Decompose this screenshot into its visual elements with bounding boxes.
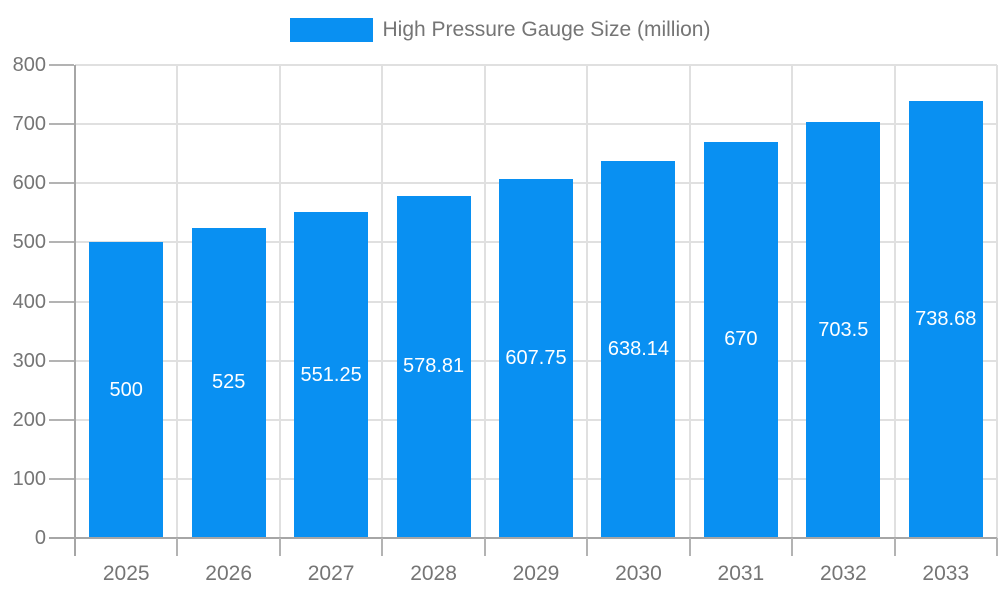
bar-value-label: 500 [109,378,143,401]
y-axis-tick [49,418,74,421]
gridline-vertical [381,65,384,538]
y-axis-label: 400 [12,290,46,313]
bar[interactable]: 670 [703,141,778,538]
y-axis-tick [49,123,74,126]
gridline-horizontal [75,64,997,66]
gridline-vertical [176,65,179,538]
y-axis-label: 300 [12,349,46,372]
bar[interactable]: 703.5 [806,122,881,538]
y-axis-tick [49,359,74,362]
y-axis-tick [49,182,74,185]
bar-value-label: 738.68 [915,308,977,331]
bar[interactable]: 525 [191,227,266,538]
x-axis-tick [688,538,691,556]
bar[interactable]: 638.14 [601,160,676,538]
gridline-vertical [688,65,691,538]
gridline-vertical [893,65,896,538]
x-axis-label: 2026 [205,562,253,585]
x-axis-line [49,537,997,539]
bar[interactable]: 500 [89,242,164,538]
gridline-vertical [586,65,589,538]
y-axis-tick [49,64,74,66]
x-axis-tick [176,538,179,556]
x-axis-tick [791,538,794,556]
x-axis-label: 2033 [922,562,970,585]
y-axis-label: 0 [34,527,46,549]
bar-value-label: 670 [724,328,758,351]
y-axis-label: 500 [12,231,46,254]
x-axis-label: 2031 [717,562,765,585]
y-axis-label: 200 [12,408,46,431]
bar-value-label: 703.5 [818,318,869,341]
gridline-vertical [278,65,281,538]
y-axis-label: 600 [12,172,46,195]
gridline-vertical [791,65,794,538]
legend-swatch [289,18,373,42]
x-axis-label: 2029 [512,562,560,585]
gridline-vertical [483,65,486,538]
legend-label: High Pressure Gauge Size (million) [382,18,711,41]
bar[interactable]: 607.75 [499,178,573,538]
x-axis-label: 2032 [819,562,867,585]
x-axis-tick [996,538,998,556]
gridline-horizontal [75,123,997,126]
bar-value-label: 551.25 [300,363,362,386]
bar-value-label: 525 [211,371,246,394]
bar[interactable]: 738.68 [908,101,983,538]
bar-value-label: 607.75 [505,346,567,369]
x-axis-label: 2025 [102,562,150,585]
x-axis-tick [483,538,486,556]
y-axis-label: 700 [12,113,46,136]
x-axis-label: 2028 [410,562,457,585]
bar-value-label: 638.14 [607,337,670,360]
y-axis-tick [49,241,74,244]
x-axis-label: 2027 [307,562,355,585]
x-axis-tick [586,538,589,556]
y-axis-tick [49,300,74,303]
y-axis-line [74,65,76,556]
bar[interactable]: 578.81 [396,195,471,538]
y-axis-label: 100 [12,467,46,490]
y-axis-label: 800 [12,54,46,76]
bar[interactable]: 551.25 [294,212,369,538]
y-axis-tick [49,477,74,480]
bar-value-label: 578.81 [402,355,465,378]
x-axis-tick [381,538,384,556]
x-axis-label: 2030 [615,562,662,585]
x-axis-tick [893,538,896,556]
x-axis-tick [278,538,281,556]
legend[interactable]: High Pressure Gauge Size (million) [0,18,1000,42]
gridline-vertical [996,65,998,538]
